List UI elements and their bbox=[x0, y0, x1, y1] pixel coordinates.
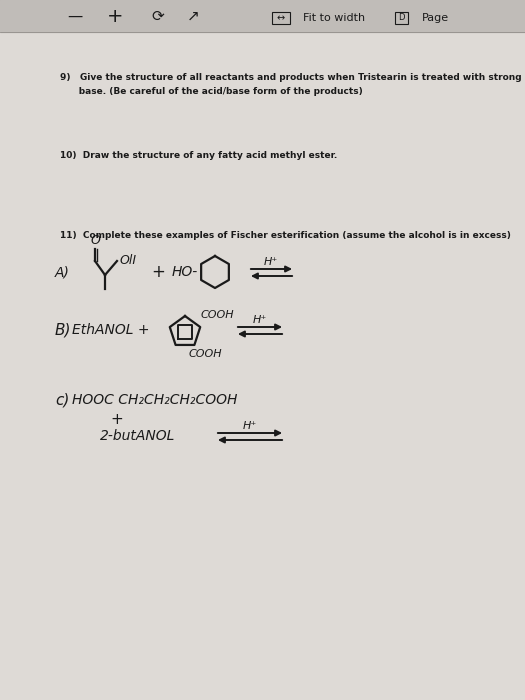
Text: +: + bbox=[110, 412, 123, 426]
Text: ⟳: ⟳ bbox=[152, 8, 164, 24]
Text: H⁺: H⁺ bbox=[243, 421, 257, 431]
Text: base. (Be careful of the acid/base form of the products): base. (Be careful of the acid/base form … bbox=[60, 87, 363, 95]
Text: EthANOL +: EthANOL + bbox=[72, 323, 150, 337]
Text: ↔: ↔ bbox=[277, 13, 285, 23]
Text: COOH: COOH bbox=[201, 310, 235, 320]
Text: COOH: COOH bbox=[189, 349, 223, 359]
Text: c): c) bbox=[55, 393, 69, 407]
Text: A): A) bbox=[55, 265, 70, 279]
Text: ↗: ↗ bbox=[186, 8, 200, 24]
Text: 10)  Draw the structure of any fatty acid methyl ester.: 10) Draw the structure of any fatty acid… bbox=[60, 150, 337, 160]
Text: O: O bbox=[90, 234, 100, 247]
Bar bbox=[395, 12, 408, 24]
Text: H⁺: H⁺ bbox=[264, 257, 278, 267]
Text: 9)   Give the structure of all reactants and products when Tristearin is treated: 9) Give the structure of all reactants a… bbox=[60, 74, 522, 83]
Text: Fit to width: Fit to width bbox=[303, 13, 365, 23]
Text: OlI: OlI bbox=[119, 255, 136, 267]
Text: 11)  Complete these examples of Fischer esterification (assume the alcohol is in: 11) Complete these examples of Fischer e… bbox=[60, 230, 511, 239]
Text: —: — bbox=[67, 8, 82, 24]
Text: HO-: HO- bbox=[172, 265, 198, 279]
Text: +: + bbox=[151, 263, 165, 281]
Text: Page: Page bbox=[422, 13, 448, 23]
Text: HOOC CH₂CH₂CH₂COOH: HOOC CH₂CH₂CH₂COOH bbox=[72, 393, 237, 407]
Text: H⁺: H⁺ bbox=[253, 315, 267, 325]
Text: D: D bbox=[398, 13, 404, 22]
Text: +: + bbox=[107, 6, 123, 25]
Bar bbox=[0, 0, 525, 32]
Text: B): B) bbox=[55, 323, 71, 337]
Text: 2-butANOL: 2-butANOL bbox=[100, 429, 175, 443]
Bar bbox=[272, 12, 290, 24]
